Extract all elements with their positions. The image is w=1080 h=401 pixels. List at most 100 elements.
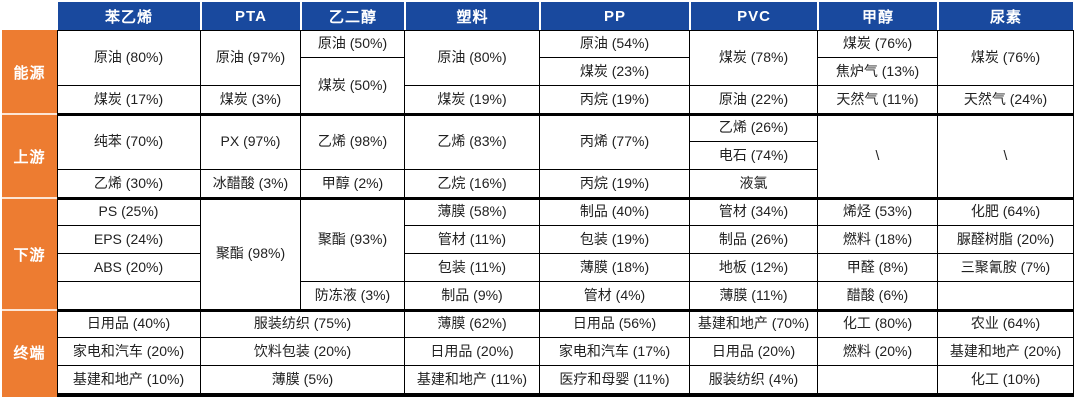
band-separator-line [57,113,1074,116]
table-cell: 制品 (26%) [690,226,818,254]
table-cell: 基建和地产 (10%) [57,366,201,394]
table-cell: 丙烷 (19%) [540,86,690,114]
column-header: 乙二醇 [302,2,404,30]
table-cell: 家电和汽车 (20%) [57,338,201,366]
table-cell: 醋酸 (6%) [818,282,938,310]
table-cell: 日用品 (56%) [540,310,690,338]
table-cell: 农业 (64%) [938,310,1074,338]
table-cell: 防冻液 (3%) [301,282,405,310]
table-cell: 燃料 (18%) [818,226,938,254]
table-cell: 原油 (80%) [57,30,201,86]
table-cell: 薄膜 (18%) [540,254,690,282]
table-cell: 乙烯 (26%) [690,114,818,142]
table-cell: 管材 (34%) [690,198,818,226]
table-cell: 甲醇 (2%) [301,170,405,198]
table-cell: 服装纺织 (4%) [690,366,818,394]
table-cell: 液氯 [690,170,818,198]
table-cell: 化工 (10%) [938,366,1074,394]
table-cell: 基建和地产 (70%) [690,310,818,338]
table-cell: 乙烯 (83%) [405,114,540,170]
table-cell: PS (25%) [57,198,201,226]
row-band-label: 下游 [13,246,46,264]
table-cell: 管材 (11%) [405,226,540,254]
table-cell: 薄膜 (62%) [405,310,540,338]
table-cell: 日用品 (20%) [405,338,540,366]
column-header: 苯乙烯 [58,2,200,30]
table-cell: 制品 (9%) [405,282,540,310]
table-cell [57,282,201,310]
table-cell: PX (97%) [201,114,301,170]
row-group-column [2,30,57,397]
table-cell: 煤炭 (76%) [938,30,1074,86]
table-cell: 薄膜 (58%) [405,198,540,226]
table-bottom-border [57,393,1074,397]
table-cell [818,366,938,394]
column-header: 塑料 [406,2,539,30]
row-band-label: 上游 [13,148,46,166]
table-cell: 原油 (97%) [201,30,301,86]
column-header: PVC [691,2,817,30]
table-cell: 天然气 (24%) [938,86,1074,114]
table-cell: 饮料包装 (20%) [201,338,405,366]
table-cell: 医疗和母婴 (11%) [540,366,690,394]
table-cell: 乙烷 (16%) [405,170,540,198]
column-header: PTA [202,2,300,30]
table-cell: \ [938,114,1074,198]
band-label-divider [2,309,57,311]
band-separator-line [57,309,1074,312]
column-header: PP [541,2,689,30]
table-top-border [57,30,1074,31]
table-cell: 煤炭 (17%) [57,86,201,114]
table-cell: 冰醋酸 (3%) [201,170,301,198]
column-header: 甲醇 [819,2,937,30]
table-cell: 化肥 (64%) [938,198,1074,226]
table-cell: 丙烯 (77%) [540,114,690,170]
table-cell: 家电和汽车 (17%) [540,338,690,366]
table-cell: 基建和地产 (11%) [405,366,540,394]
table-cell: 原油 (80%) [405,30,540,86]
table-cell: 基建和地产 (20%) [938,338,1074,366]
table-cell: 天然气 (11%) [818,86,938,114]
table-cell: 原油 (22%) [690,86,818,114]
row-band-label: 终端 [13,344,46,362]
table-cell: 焦炉气 (13%) [818,58,938,86]
table-cell: 甲醛 (8%) [818,254,938,282]
table-cell: 化工 (80%) [818,310,938,338]
table-cell: 煤炭 (76%) [818,30,938,58]
table-cell: 纯苯 (70%) [57,114,201,170]
table-cell: 煤炭 (23%) [540,58,690,86]
table-cell: 服装纺织 (75%) [201,310,405,338]
table-cell: \ [818,114,938,198]
table-cell: 煤炭 (19%) [405,86,540,114]
table-cell: 燃料 (20%) [818,338,938,366]
table-cell: 聚酯 (98%) [201,198,301,310]
table-cell [938,282,1074,310]
table-cell: 煤炭 (78%) [690,30,818,86]
table-cell: 管材 (4%) [540,282,690,310]
table-left-border [57,30,58,394]
table-cell: 乙烯 (30%) [57,170,201,198]
table-cell: 原油 (54%) [540,30,690,58]
table-cell: EPS (24%) [57,226,201,254]
table-cell: 地板 (12%) [690,254,818,282]
table-cell: 原油 (50%) [301,30,405,58]
table-cell: ABS (20%) [57,254,201,282]
row-band-label: 能源 [13,64,46,82]
band-separator-line [57,197,1074,200]
column-header: 尿素 [939,2,1073,30]
table-cell: 烯烃 (53%) [818,198,938,226]
table-cell: 煤炭 (3%) [201,86,301,114]
table-cell: 丙烷 (19%) [540,170,690,198]
table-cell: 脲醛树脂 (20%) [938,226,1074,254]
band-label-divider [2,197,57,199]
table-cell: 薄膜 (5%) [201,366,405,394]
table-cell: 聚酯 (93%) [301,198,405,282]
table-cell: 电石 (74%) [690,142,818,170]
table-cell: 制品 (40%) [540,198,690,226]
table-cell: 包装 (19%) [540,226,690,254]
table-cell: 薄膜 (11%) [690,282,818,310]
table-cell: 包装 (11%) [405,254,540,282]
band-label-divider [2,113,57,115]
table-cell: 乙烯 (98%) [301,114,405,170]
